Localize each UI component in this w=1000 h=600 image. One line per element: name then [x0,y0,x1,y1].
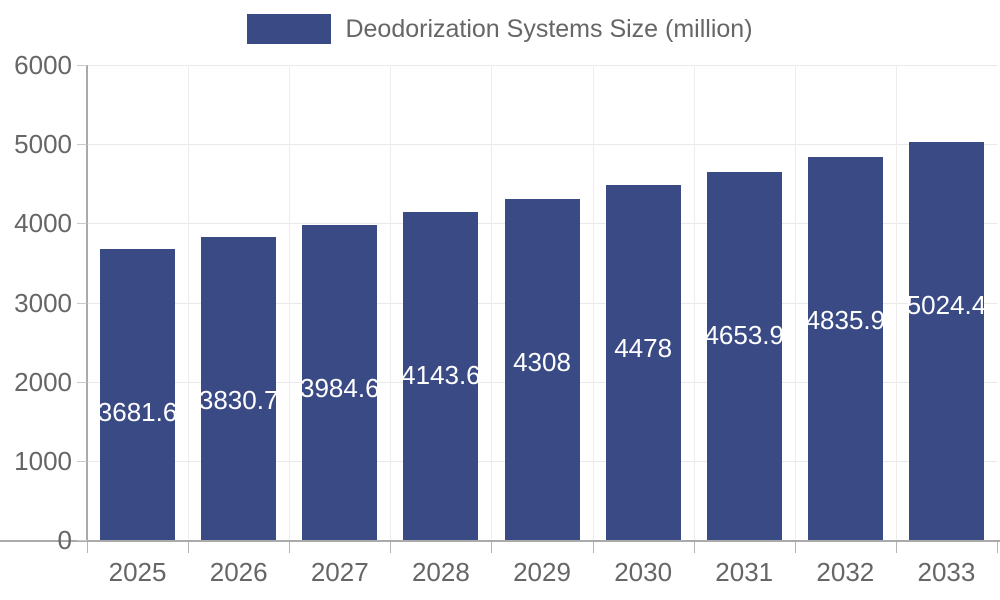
x-axis-tick-label: 2028 [411,557,470,587]
x-axis-tick-label: 2025 [108,557,167,587]
bar[interactable] [605,185,681,540]
gridline-vertical [694,65,695,540]
bar[interactable] [706,171,782,540]
y-axis-tick-label: 5000 [14,129,72,160]
y-axis-tick-mark [77,381,87,383]
x-axis-tick-mark [390,542,391,553]
y-axis-tick-mark [77,540,87,541]
y-axis-tick-label: 0 [57,525,72,555]
x-axis-tick-label: 2030 [614,557,673,587]
gridline-vertical [896,65,897,540]
y-axis-tick-label: 1000 [14,445,72,476]
x-axis-tick-mark [87,542,88,553]
bar[interactable] [201,236,277,540]
x-axis-tick-mark [694,542,695,553]
bar[interactable] [908,142,984,540]
bar[interactable] [807,157,883,540]
x-axis-tick-mark [997,542,998,553]
x-axis-tick-label: 2031 [715,557,774,587]
bar[interactable] [302,224,378,540]
bar[interactable] [100,248,176,540]
y-axis-tick-label: 3000 [14,287,72,318]
y-axis-tick-mark [77,144,87,146]
x-axis-tick-mark [289,542,290,553]
legend-color-swatch [247,14,332,44]
gridline-vertical [188,65,189,540]
y-axis-tick-mark [77,223,87,225]
x-axis-tick-mark [896,542,897,553]
gridline-vertical [795,65,796,540]
y-axis-tick-label: 2000 [14,366,72,397]
x-axis-tick-label: 2032 [816,557,875,587]
gridline-horizontal [87,65,997,66]
y-axis-tick-label: 6000 [14,50,72,80]
plot-area: 3681.6 3830.7 3984.6 4143.6 4308 4478 4653.9 48… [87,65,997,541]
bar[interactable] [504,198,580,540]
y-axis-tick-mark [77,460,87,462]
y-axis-tick-mark [77,302,87,304]
x-axis-tick-mark [795,542,796,553]
x-axis-tick-label: 2026 [209,557,268,587]
x-axis-tick-mark [188,542,189,553]
x-axis-tick-mark [491,542,492,553]
x-axis-tick-label: 2033 [917,557,976,587]
x-axis-line [0,540,1000,542]
chart-legend: Deodorization Systems Size (million) [0,0,1000,58]
y-axis-line [86,65,88,541]
gridline-horizontal [87,144,997,146]
x-axis-tick-mark [593,542,594,553]
x-axis-tick-label: 2029 [513,557,571,587]
gridline-vertical [593,65,594,540]
gridline-vertical [289,65,290,540]
y-axis-tick-mark [77,65,87,66]
bar[interactable] [403,211,479,540]
gridline-vertical [491,65,492,540]
legend-label: Deodorization Systems Size (million) [345,15,753,43]
y-axis-tick-label: 4000 [14,208,72,239]
gridline-vertical [390,65,391,540]
x-axis-tick-label: 2027 [310,557,369,587]
